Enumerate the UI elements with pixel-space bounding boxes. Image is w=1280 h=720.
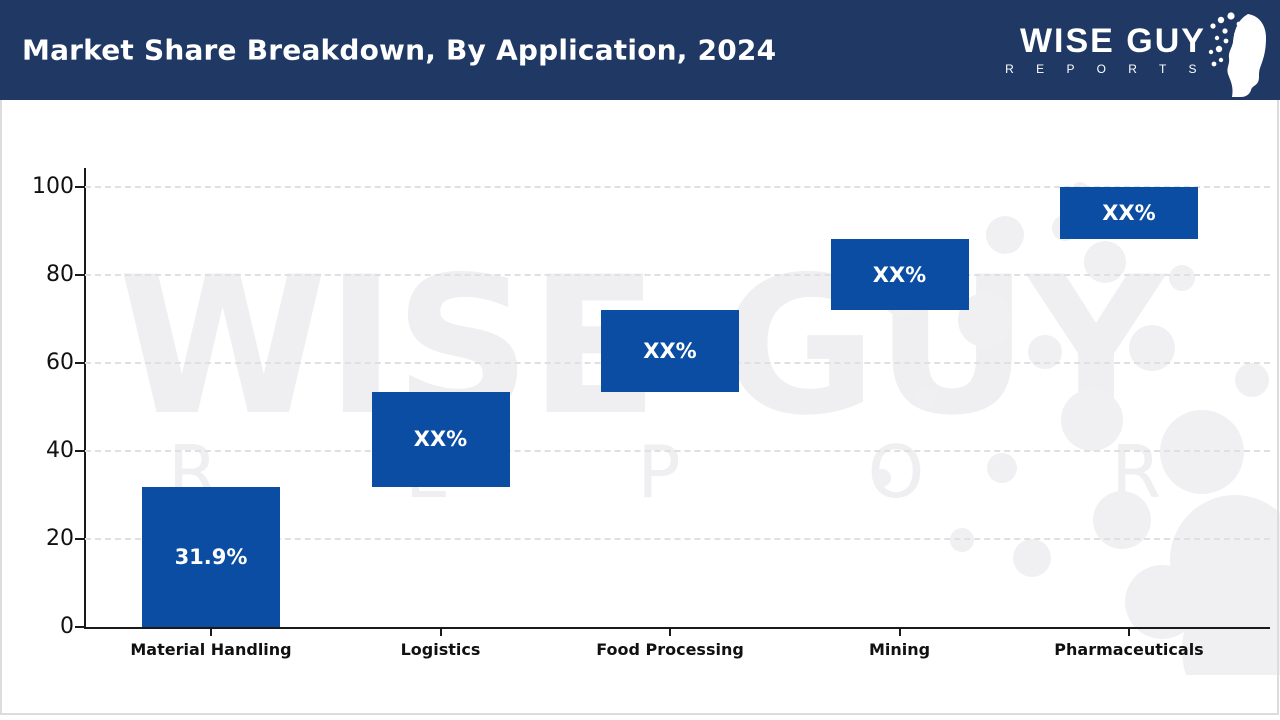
y-tick-label: 40 [46, 438, 74, 463]
y-tick-label: 20 [46, 526, 74, 551]
chart-title: Market Share Breakdown, By Application, … [22, 33, 777, 67]
bar-value-label: XX% [1102, 200, 1156, 225]
y-tick-label: 0 [60, 614, 74, 639]
y-tick-mark [75, 186, 84, 188]
gridline [85, 274, 1270, 276]
y-tick-label: 80 [46, 262, 74, 287]
gridline [85, 450, 1270, 452]
bar-value-label: XX% [643, 339, 697, 364]
x-category-label: Material Handling [130, 640, 292, 659]
x-tick-mark [439, 629, 442, 636]
logo-text: WISE GUY R E P O R T S [1005, 24, 1206, 76]
bar-value-label: XX% [413, 427, 468, 452]
x-tick-mark [1128, 629, 1130, 636]
y-tick-label: 60 [46, 350, 74, 375]
y-tick-label: 100 [32, 174, 74, 199]
x-category-label: Mining [868, 640, 931, 659]
x-category-label: Logistics [400, 640, 481, 659]
logo-subtitle: R E P O R T S [1005, 62, 1206, 76]
x-category-label: Food Processing [596, 640, 744, 659]
y-axis-line [84, 168, 86, 628]
logo-wordmark: WISE GUY [1019, 22, 1206, 60]
gridline [85, 538, 1270, 540]
y-tick-mark [75, 538, 84, 540]
bar-segment [830, 238, 969, 311]
x-axis-line [84, 627, 1270, 629]
y-tick-mark [75, 362, 84, 364]
wise-guy-reports-logo: WISE GUY R E P O R T S [1005, 8, 1268, 97]
bar-segment [1060, 187, 1198, 239]
x-tick-mark [669, 629, 671, 636]
bar-segment [371, 392, 510, 487]
gridline [85, 186, 1270, 188]
y-tick-mark [75, 626, 84, 628]
x-tick-mark [210, 629, 212, 636]
x-tick-mark [898, 629, 901, 636]
bar-segment [142, 486, 280, 627]
bar-value-label: 31.9% [174, 544, 248, 569]
y-tick-mark [75, 450, 84, 452]
header-bar: Market Share Breakdown, By Application, … [0, 0, 1280, 100]
logo-face-icon [1208, 12, 1266, 97]
x-category-label: Pharmaceuticals [1054, 640, 1204, 659]
y-tick-mark [75, 274, 84, 276]
bar-value-label: XX% [872, 262, 927, 287]
bar-segment [601, 310, 739, 393]
